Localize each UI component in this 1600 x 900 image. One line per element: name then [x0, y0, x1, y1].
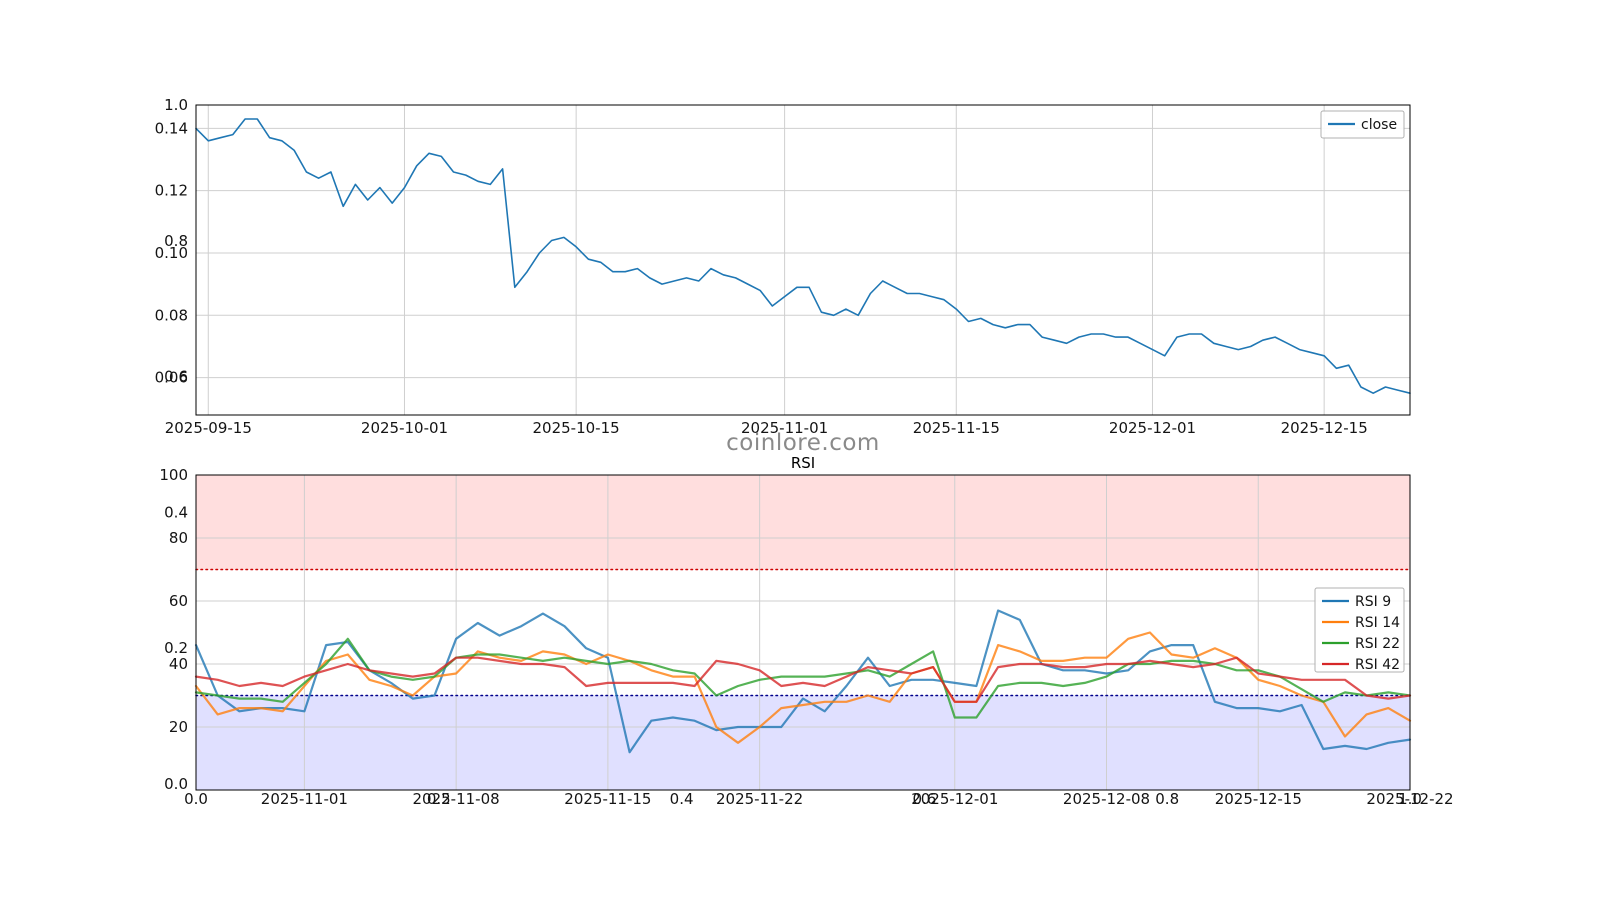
price-panel-legend: close: [1320, 110, 1405, 139]
y-tick-label: 60: [169, 592, 188, 610]
x-tick-label: 2025-12-15: [1281, 419, 1368, 437]
overlay-x-tick-label: 0.0: [184, 790, 208, 808]
x-tick-label: 2025-11-15: [564, 790, 651, 808]
overlay-x-tick-label: 0.8: [1155, 790, 1179, 808]
y-tick-label: 0.08: [155, 306, 188, 324]
y-tick-label: 80: [169, 529, 188, 547]
series-line-rsi-14: [194, 631, 1412, 744]
series-line-rsi-42: [194, 656, 1412, 703]
x-tick-label: 2025-12-01: [911, 790, 998, 808]
overlay-y-tick-label: 0.4: [164, 503, 188, 521]
y-tick-label: 0.06: [155, 369, 188, 387]
x-tick-label: 2025-11-01: [261, 790, 348, 808]
legend-entry-label: close: [1361, 117, 1397, 133]
overlay-axis: 0.0 0.2 0.4 0.6 0.8 1.0 1.0 0.8 0.6 0.4 0.2 0.0: [164, 96, 1422, 808]
rsi-panel-legend: RSI 9 RSI 14 RSI 22 RSI 42: [1314, 587, 1405, 673]
rsi-panel-title: RSI: [790, 454, 816, 472]
x-tick-label: 2025-11-01: [741, 419, 828, 437]
overlay-y-tick-label: 0.6: [164, 368, 188, 386]
x-tick-label: 2025-12-08: [1063, 790, 1150, 808]
x-tick-label: 2025-11-15: [913, 419, 1000, 437]
overlay-x-tick-label: 1.0: [1398, 790, 1422, 808]
watermark: coinlore.com: [726, 430, 880, 456]
overlay-y-tick-label: 0.8: [164, 232, 188, 250]
series-line-rsi-22: [194, 637, 1412, 719]
overlay-x-tick-label: 0.6: [912, 790, 936, 808]
legend-entry-label: RSI 22: [1355, 636, 1400, 652]
oversold-band: [196, 695, 1410, 790]
x-tick-label: 2025-12-15: [1215, 790, 1302, 808]
legend-entry-label: RSI 14: [1355, 615, 1400, 631]
overlay-x-tick-label: 0.4: [670, 790, 694, 808]
overlay-y-tick-label: 0.2: [164, 639, 188, 657]
legend-box: [1320, 110, 1405, 139]
overbought-band: [196, 475, 1410, 570]
legend-box: [1314, 587, 1405, 673]
axes-border: [195, 474, 1411, 791]
legend-entry-label: RSI 9: [1355, 594, 1391, 610]
overlay-x-tick-label: 0.2: [427, 790, 451, 808]
x-tick-label: 2025-12-01: [1109, 419, 1196, 437]
rsi-panel: 2025-11-01 2025-11-08 2025-11-15 2025-11-22…: [159, 466, 1453, 808]
y-tick-label: 0.14: [155, 119, 188, 137]
overlay-y-tick-label: 0.0: [164, 775, 188, 793]
y-tick-label: 40: [169, 655, 188, 673]
price-panel: 2025-09-15 2025-10-01 2025-10-15 2025-11-01…: [155, 104, 1411, 437]
x-tick-label: 2025-11-08: [413, 790, 500, 808]
series-line-close: [195, 118, 1411, 395]
y-tick-label: 0.12: [155, 182, 188, 200]
y-tick-label: 0.10: [155, 244, 188, 262]
y-tick-label: 20: [169, 718, 188, 736]
x-tick-label: 2025-12-22: [1366, 790, 1453, 808]
x-tick-label: 2025-11-22: [716, 790, 803, 808]
axes-border: [195, 104, 1411, 416]
x-tick-label: 2025-10-15: [533, 419, 620, 437]
x-tick-label: 2025-09-15: [165, 419, 252, 437]
x-tick-label: 2025-10-01: [361, 419, 448, 437]
legend-entry-label: RSI 42: [1355, 657, 1400, 673]
overlay-y-tick-label: 1.0: [164, 96, 188, 114]
y-tick-label: 100: [159, 466, 188, 484]
